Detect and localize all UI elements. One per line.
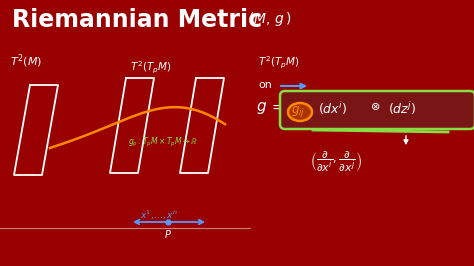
- Text: $(dz^j)$: $(dz^j)$: [388, 100, 417, 117]
- Text: $\left(\dfrac{\partial}{\partial x^i},\dfrac{\partial}{\partial x^j}\right)$: $\left(\dfrac{\partial}{\partial x^i},\d…: [310, 150, 362, 174]
- Text: $P$: $P$: [164, 228, 172, 240]
- Text: $\otimes$: $\otimes$: [370, 101, 380, 112]
- Ellipse shape: [288, 103, 312, 121]
- Text: $(dx^i)$: $(dx^i)$: [318, 100, 347, 117]
- Text: $T^2(T_pM)$: $T^2(T_pM)$: [130, 60, 172, 76]
- FancyBboxPatch shape: [280, 91, 474, 129]
- Text: Riemannian Metric: Riemannian Metric: [12, 8, 262, 32]
- Text: $g_{ij}$: $g_{ij}$: [291, 104, 305, 119]
- Text: $(M,\, g\,)$: $(M,\, g\,)$: [248, 10, 292, 28]
- Text: on: on: [258, 80, 272, 90]
- Text: $x^1,\!\ldots,x^n$: $x^1,\!\ldots,x^n$: [140, 209, 178, 222]
- Text: =: =: [272, 102, 283, 116]
- Text: $T^2(M)$: $T^2(M)$: [10, 52, 42, 70]
- Text: $g_p: T_pM \times T_pM \to \mathbb{R}$: $g_p: T_pM \times T_pM \to \mathbb{R}$: [128, 136, 198, 149]
- Text: $g$: $g$: [256, 100, 267, 116]
- Text: $T^2(T_pM)$: $T^2(T_pM)$: [258, 55, 300, 71]
